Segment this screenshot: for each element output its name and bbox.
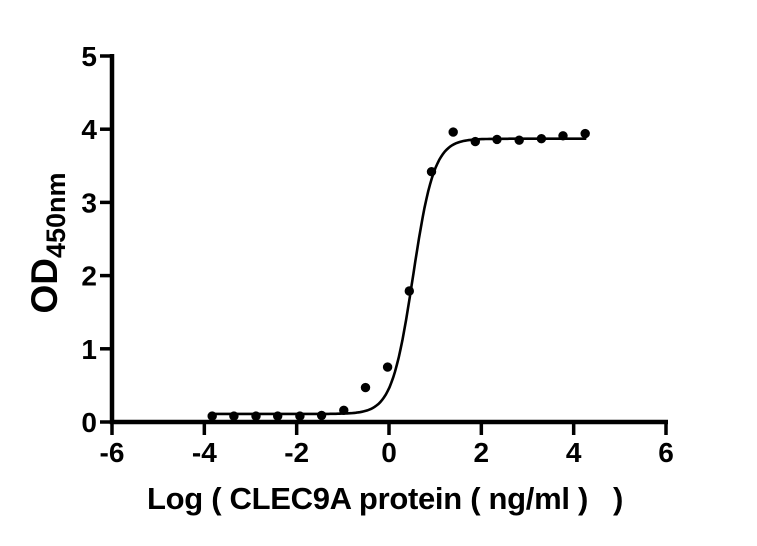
data-point xyxy=(339,405,349,415)
x-tick-label: 2 xyxy=(474,437,490,468)
data-point xyxy=(316,410,327,421)
x-tick-label: 4 xyxy=(566,437,582,468)
y-tick-label: 5 xyxy=(81,41,97,72)
y-tick-label: 4 xyxy=(81,114,97,145)
y-axis-title: OD450nm xyxy=(24,172,71,313)
x-tick-label: -6 xyxy=(100,437,125,468)
x-axis-ticks xyxy=(110,422,668,435)
data-point xyxy=(580,128,590,139)
data-point xyxy=(470,136,480,147)
data-point xyxy=(360,382,371,393)
x-tick-label: 0 xyxy=(381,437,397,468)
data-points-layer xyxy=(207,127,590,421)
y-tick-label: 1 xyxy=(81,334,97,365)
fit-curve-layer xyxy=(210,137,587,416)
y-tick-label: 0 xyxy=(81,407,97,438)
y-axis-tick-labels: 0 1 2 3 4 5 xyxy=(81,41,97,438)
data-point xyxy=(382,362,393,372)
x-tick-label: -2 xyxy=(284,437,309,468)
y-tick-label: 3 xyxy=(81,187,97,218)
data-point xyxy=(295,411,305,421)
x-axis-title: Log ( CLEC9A protein ( ng/ml ) ) xyxy=(147,481,623,516)
data-point xyxy=(273,411,283,421)
data-point xyxy=(426,167,437,177)
data-point xyxy=(207,411,217,421)
data-point xyxy=(492,134,502,145)
y-axis-title-main: OD xyxy=(24,258,65,314)
data-point xyxy=(404,286,414,296)
x-axis-tick-labels: -6 -4 -2 0 2 4 6 xyxy=(100,437,674,468)
x-tick-label: -4 xyxy=(192,437,217,468)
data-point xyxy=(448,127,458,137)
data-point xyxy=(514,135,524,145)
fit-curve xyxy=(210,137,587,416)
y-axis-ticks xyxy=(100,54,112,424)
data-point xyxy=(229,411,239,421)
data-point xyxy=(536,134,547,144)
data-point xyxy=(251,411,261,421)
y-axis-title-subscript: 450nm xyxy=(41,172,71,258)
data-point xyxy=(558,131,568,141)
x-tick-label: 6 xyxy=(658,437,674,468)
y-tick-label: 2 xyxy=(81,261,97,292)
